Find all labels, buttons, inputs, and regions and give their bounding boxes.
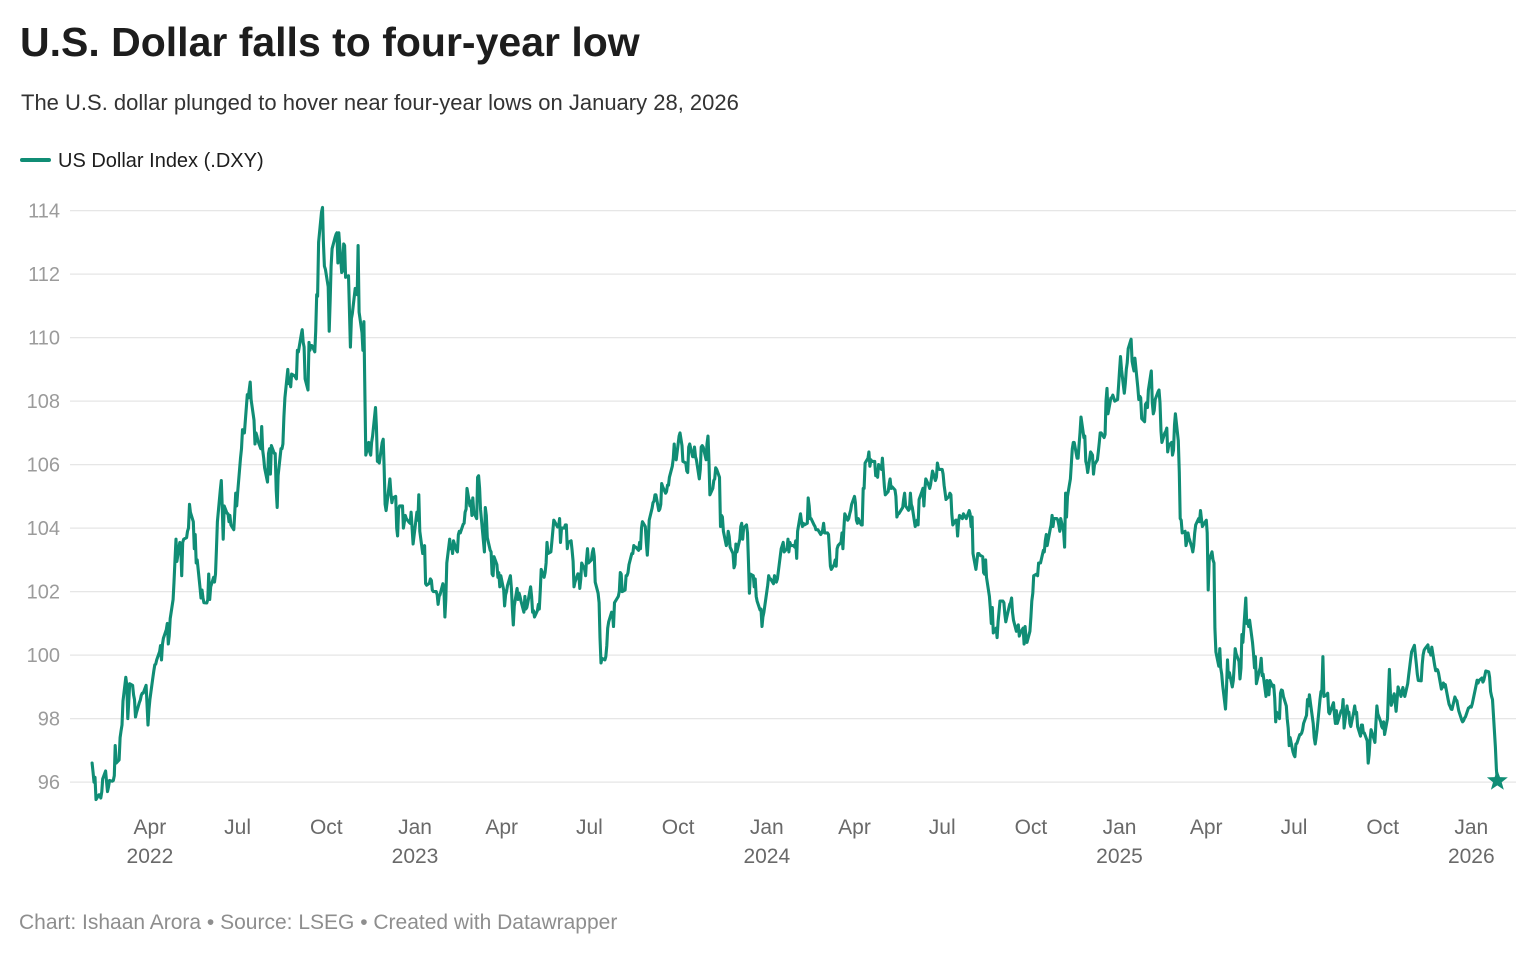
svg-text:Jul: Jul bbox=[929, 816, 956, 839]
svg-text:Apr: Apr bbox=[1190, 816, 1223, 839]
svg-text:Apr: Apr bbox=[838, 816, 871, 839]
svg-text:106: 106 bbox=[27, 455, 60, 477]
svg-text:2022: 2022 bbox=[127, 845, 174, 868]
svg-text:Jan: Jan bbox=[1103, 816, 1137, 839]
svg-text:108: 108 bbox=[27, 391, 60, 413]
svg-text:Apr: Apr bbox=[134, 816, 167, 839]
svg-text:Oct: Oct bbox=[1015, 816, 1048, 839]
svg-text:US Dollar Index (.DXY): US Dollar Index (.DXY) bbox=[58, 150, 264, 172]
svg-text:114: 114 bbox=[28, 201, 60, 223]
svg-text:110: 110 bbox=[28, 328, 60, 350]
svg-text:2023: 2023 bbox=[392, 845, 439, 868]
svg-text:96: 96 bbox=[38, 772, 60, 794]
svg-text:Oct: Oct bbox=[1366, 816, 1399, 839]
svg-text:Jul: Jul bbox=[1281, 816, 1308, 839]
svg-text:Oct: Oct bbox=[662, 816, 695, 839]
svg-text:Oct: Oct bbox=[310, 816, 343, 839]
svg-text:The U.S. dollar plunged to hov: The U.S. dollar plunged to hover near fo… bbox=[21, 90, 739, 115]
svg-text:Jul: Jul bbox=[576, 816, 603, 839]
svg-text:Chart: Ishaan Arora • Source:: Chart: Ishaan Arora • Source: LSEG • Cre… bbox=[19, 911, 617, 934]
svg-text:104: 104 bbox=[27, 518, 60, 540]
svg-text:102: 102 bbox=[27, 582, 60, 604]
svg-text:100: 100 bbox=[27, 645, 60, 667]
svg-text:2026: 2026 bbox=[1448, 845, 1495, 868]
svg-text:Jul: Jul bbox=[224, 816, 251, 839]
svg-text:Jan: Jan bbox=[750, 816, 784, 839]
svg-text:Apr: Apr bbox=[485, 816, 518, 839]
svg-text:112: 112 bbox=[28, 264, 60, 286]
svg-text:Jan: Jan bbox=[398, 816, 432, 839]
svg-text:2024: 2024 bbox=[743, 845, 790, 868]
svg-text:U.S. Dollar falls to four-year: U.S. Dollar falls to four-year low bbox=[20, 19, 640, 65]
svg-text:98: 98 bbox=[38, 709, 60, 731]
svg-text:Jan: Jan bbox=[1454, 816, 1488, 839]
svg-text:2025: 2025 bbox=[1096, 845, 1143, 868]
